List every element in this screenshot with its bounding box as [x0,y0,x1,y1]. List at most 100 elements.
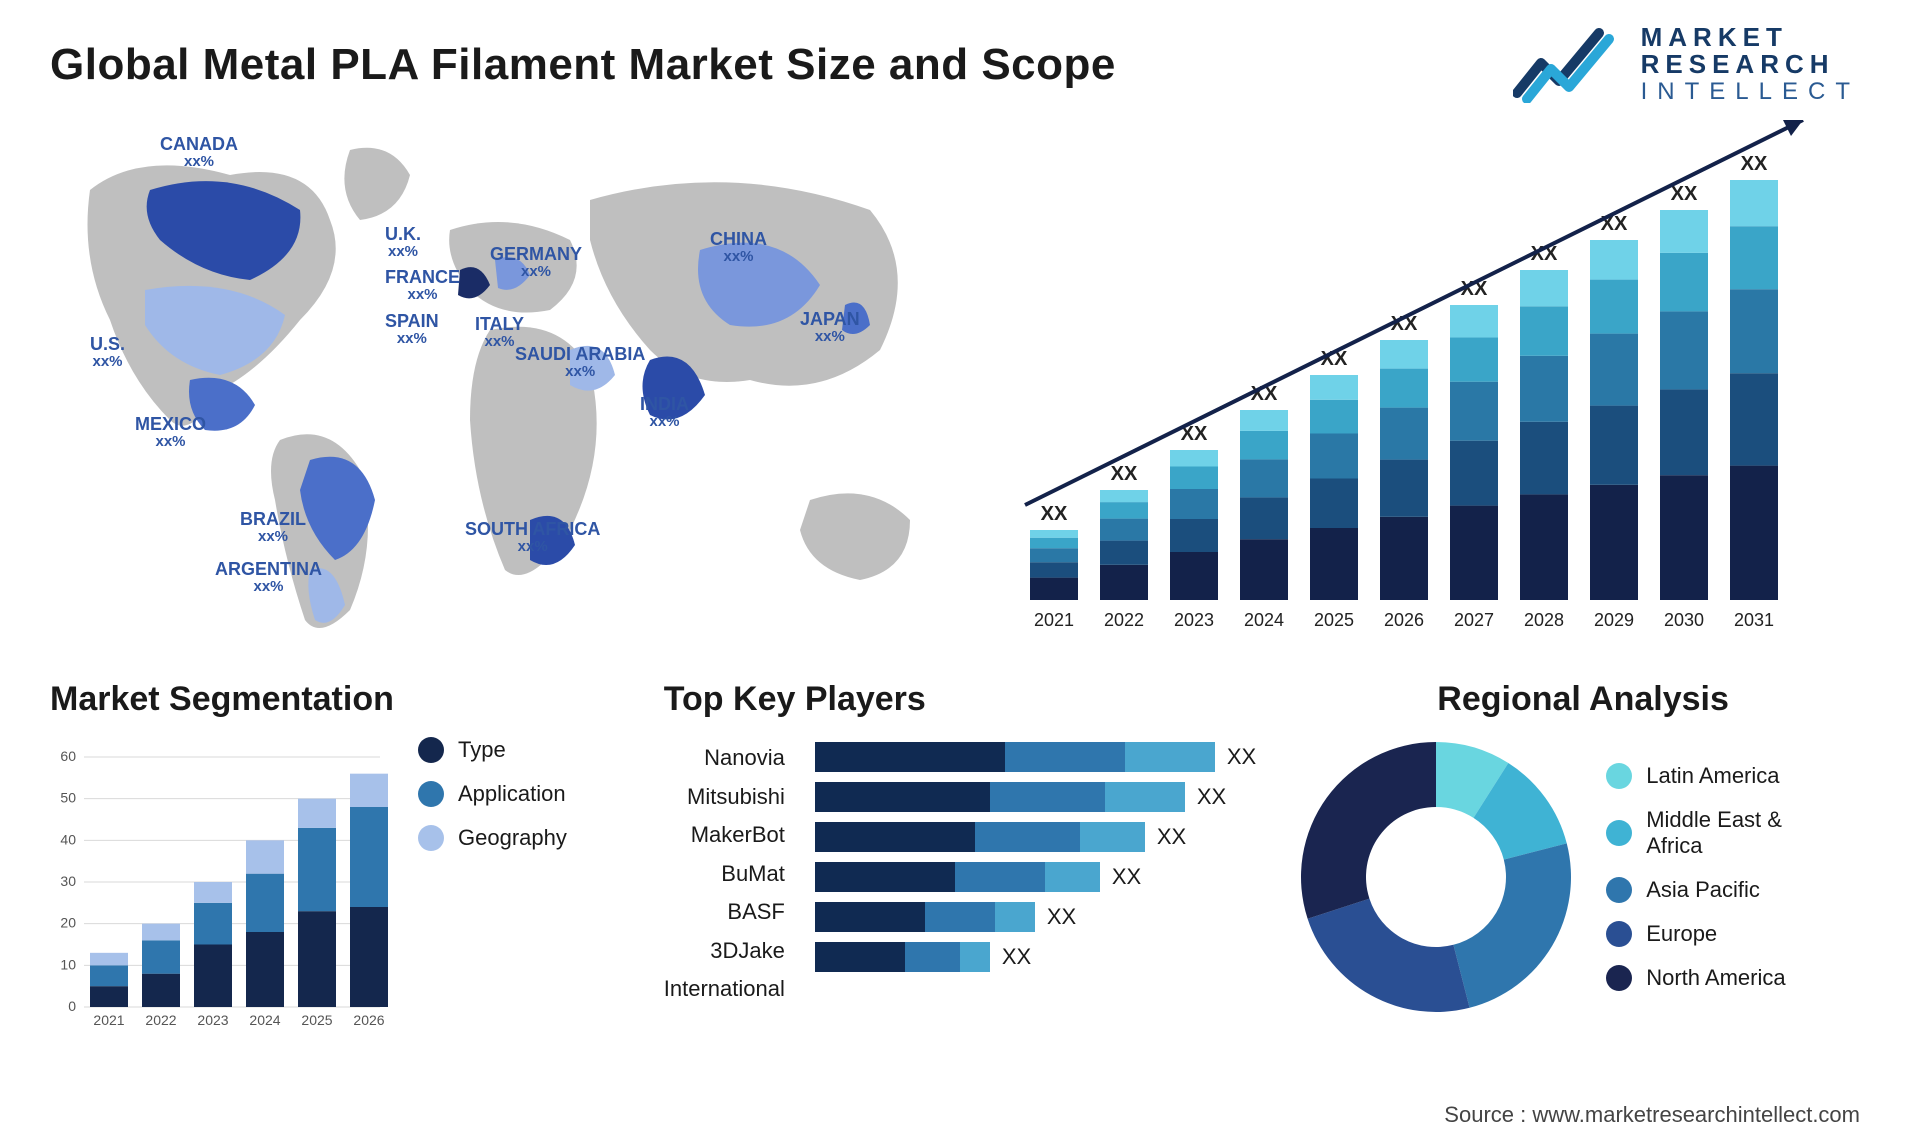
regional-legend: Latin America Middle East & Africa Asia Pa… [1606,763,1816,991]
player-label: MakerBot [664,816,785,855]
segmentation-legend: Type Application Geography [418,737,567,1037]
svg-text:2023: 2023 [197,1012,228,1028]
bar-segment [995,902,1035,932]
bar-segment [1080,822,1145,852]
legend-label: North America [1646,965,1785,991]
svg-text:50: 50 [60,790,76,806]
infographic-canvas: Global Metal PLA Filament Market Size an… [0,0,1920,1146]
legend-label: Geography [458,825,567,851]
legend-item: Middle East & Africa [1606,807,1816,859]
segmentation-panel: Market Segmentation 01020304050602021202… [50,680,624,1037]
bar-segment [1125,742,1215,772]
svg-text:2026: 2026 [1384,610,1424,630]
map-label: SAUDI ARABIAxx% [515,345,645,380]
regional-title: Regional Analysis [1296,680,1870,719]
world-map: CANADAxx%U.S.xx%MEXICOxx%BRAZILxx%ARGENT… [50,120,950,640]
legend-item: Latin America [1606,763,1816,789]
map-label: U.S.xx% [90,335,125,370]
svg-text:2025: 2025 [1314,610,1354,630]
legend-label: Europe [1646,921,1717,947]
player-label: Mitsubishi [664,778,785,817]
bar-segment [1105,782,1185,812]
player-bar-row: XX [815,937,1256,977]
player-bar-row: XX [815,777,1256,817]
player-value: XX [1227,744,1256,770]
player-label: Nanovia [664,739,785,778]
player-bar [815,942,990,972]
map-label: FRANCExx% [385,268,460,303]
svg-text:XX: XX [1671,183,1698,205]
world-map-svg [50,120,950,640]
svg-text:2022: 2022 [145,1012,176,1028]
player-value: XX [1197,784,1226,810]
legend-item: Asia Pacific [1606,877,1816,903]
key-players-title: Top Key Players [664,680,1256,719]
player-bar-row: XX [815,817,1256,857]
svg-text:2023: 2023 [1174,610,1214,630]
legend-dot-icon [1606,921,1632,947]
key-players-panel: Top Key Players NanoviaMitsubishiMakerBo… [664,680,1256,1037]
svg-text:0: 0 [68,998,76,1014]
legend-label: Latin America [1646,763,1779,789]
map-label: SOUTH AFRICAxx% [465,520,600,555]
player-value: XX [1157,824,1186,850]
player-bar [815,902,1035,932]
key-players-bars: XXXXXXXXXXXX [815,737,1256,977]
svg-text:20: 20 [60,915,76,931]
svg-text:30: 30 [60,873,76,889]
bar-segment [815,782,990,812]
map-label: MEXICOxx% [135,415,206,450]
svg-text:XX: XX [1741,153,1768,175]
svg-text:2025: 2025 [301,1012,332,1028]
svg-text:2021: 2021 [1034,610,1074,630]
logo-line1: MARKET [1641,24,1860,51]
key-players-labels: NanoviaMitsubishiMakerBotBuMatBASF3DJake… [664,737,785,1009]
legend-dot-icon [1606,877,1632,903]
legend-item: Application [418,781,567,807]
svg-text:60: 60 [60,748,76,764]
player-bar [815,782,1185,812]
svg-text:2021: 2021 [93,1012,124,1028]
svg-text:XX: XX [1041,503,1068,525]
bar-segment [815,822,975,852]
svg-text:2030: 2030 [1664,610,1704,630]
legend-dot-icon [418,781,444,807]
growth-chart-svg: 2021XX2022XX2023XX2024XX2025XX2026XX2027… [990,120,1820,640]
bar-segment [925,902,995,932]
brand-logo: MARKET RESEARCH INTELLECT [1513,24,1860,104]
svg-text:2029: 2029 [1594,610,1634,630]
map-label: U.K.xx% [385,225,421,260]
bar-segment [960,942,990,972]
legend-dot-icon [418,825,444,851]
map-label: GERMANYxx% [490,245,582,280]
svg-text:2022: 2022 [1104,610,1144,630]
logo-mark-icon [1513,25,1623,103]
map-label: JAPANxx% [800,310,860,345]
legend-dot-icon [418,737,444,763]
map-label: BRAZILxx% [240,510,306,545]
growth-chart: 2021XX2022XX2023XX2024XX2025XX2026XX2027… [990,120,1870,640]
svg-text:40: 40 [60,831,76,847]
svg-text:2028: 2028 [1524,610,1564,630]
legend-item: North America [1606,965,1816,991]
svg-text:2024: 2024 [249,1012,280,1028]
legend-item: Geography [418,825,567,851]
logo-line2: RESEARCH [1641,51,1860,78]
player-bar-row: XX [815,897,1256,937]
player-value: XX [1112,864,1141,890]
legend-label: Application [458,781,566,807]
legend-label: Middle East & Africa [1646,807,1816,859]
bar-segment [815,862,955,892]
map-label: INDIAxx% [640,395,689,430]
bar-segment [815,942,905,972]
player-bar [815,742,1215,772]
legend-label: Asia Pacific [1646,877,1760,903]
legend-item: Europe [1606,921,1816,947]
legend-item: Type [418,737,567,763]
bar-segment [1005,742,1125,772]
bar-segment [955,862,1045,892]
svg-text:10: 10 [60,956,76,972]
bar-segment [975,822,1080,852]
svg-text:2027: 2027 [1454,610,1494,630]
map-label: CANADAxx% [160,135,238,170]
